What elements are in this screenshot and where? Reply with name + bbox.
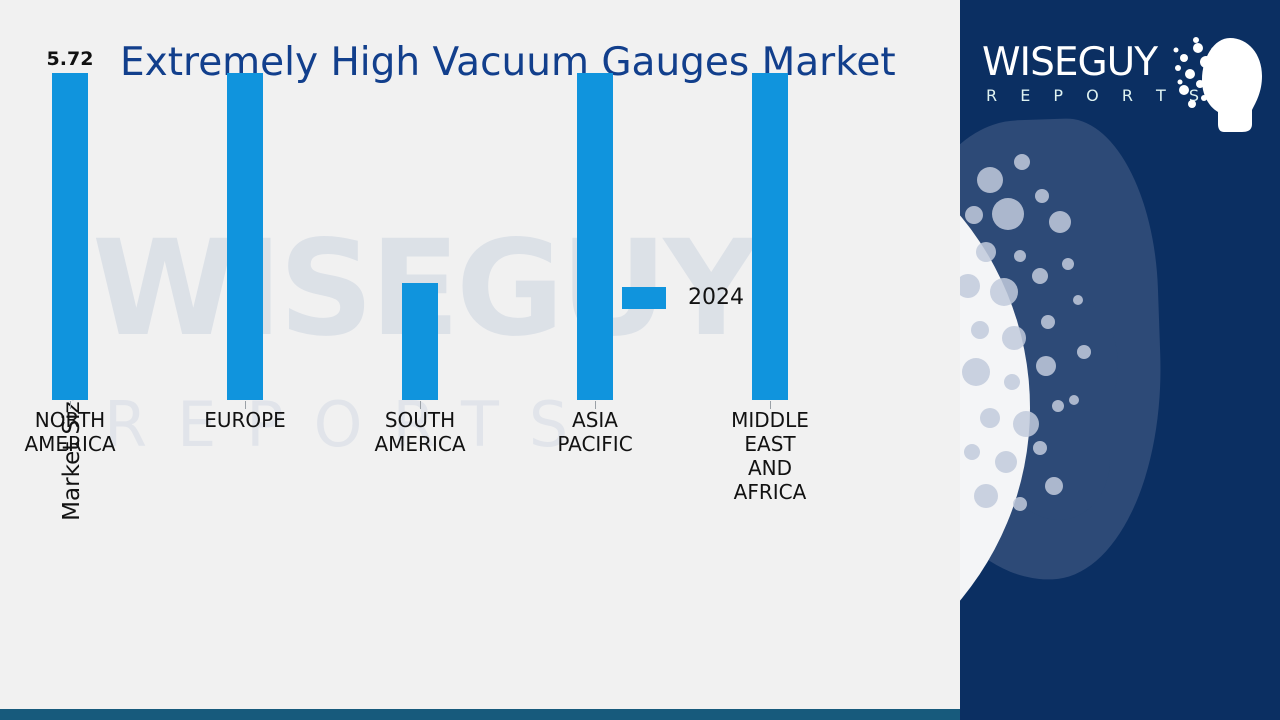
bar-value-label-0: 5.72 xyxy=(46,48,94,71)
x-axis-category-label-3: ASIA PACIFIC xyxy=(557,408,633,456)
logo-subtext: R E P O R T S xyxy=(986,86,1209,105)
logo-wordmark: WISEGUY xyxy=(982,40,1158,85)
x-axis-category-label-2: SOUTH AMERICA xyxy=(374,408,466,456)
bar-2 xyxy=(402,283,438,400)
x-axis-tick-2 xyxy=(420,401,421,409)
bar-4 xyxy=(752,73,788,400)
footer-strip xyxy=(0,709,960,720)
x-axis-tick-4 xyxy=(770,401,771,409)
bar-1 xyxy=(227,73,263,400)
watermark: WISEGUY REPORTS xyxy=(92,212,759,461)
x-axis-tick-3 xyxy=(595,401,596,409)
legend-swatch-2024 xyxy=(622,286,666,309)
x-axis-tick-1 xyxy=(245,401,246,409)
bar-0 xyxy=(52,73,88,400)
x-axis-category-label-0: NORTH AMERICA xyxy=(24,408,116,456)
x-axis-category-label-1: EUROPE xyxy=(204,408,286,432)
wiseguy-logo: WISEGUY R E P O R T S xyxy=(982,34,1262,132)
legend-label-2024: 2024 xyxy=(688,285,744,310)
x-axis-tick-0 xyxy=(70,401,71,409)
x-axis-category-label-4: MIDDLE EAST AND AFRICA xyxy=(731,408,809,504)
brand-panel: WISEGUY R E P O R T S xyxy=(960,0,1280,720)
chart-canvas: WISEGUY REPORTS Extremely High Vacuum Ga… xyxy=(0,40,960,720)
chart-legend: 2024 xyxy=(622,285,744,310)
bar-3 xyxy=(577,73,613,400)
logo-head-icon xyxy=(1173,37,1262,132)
